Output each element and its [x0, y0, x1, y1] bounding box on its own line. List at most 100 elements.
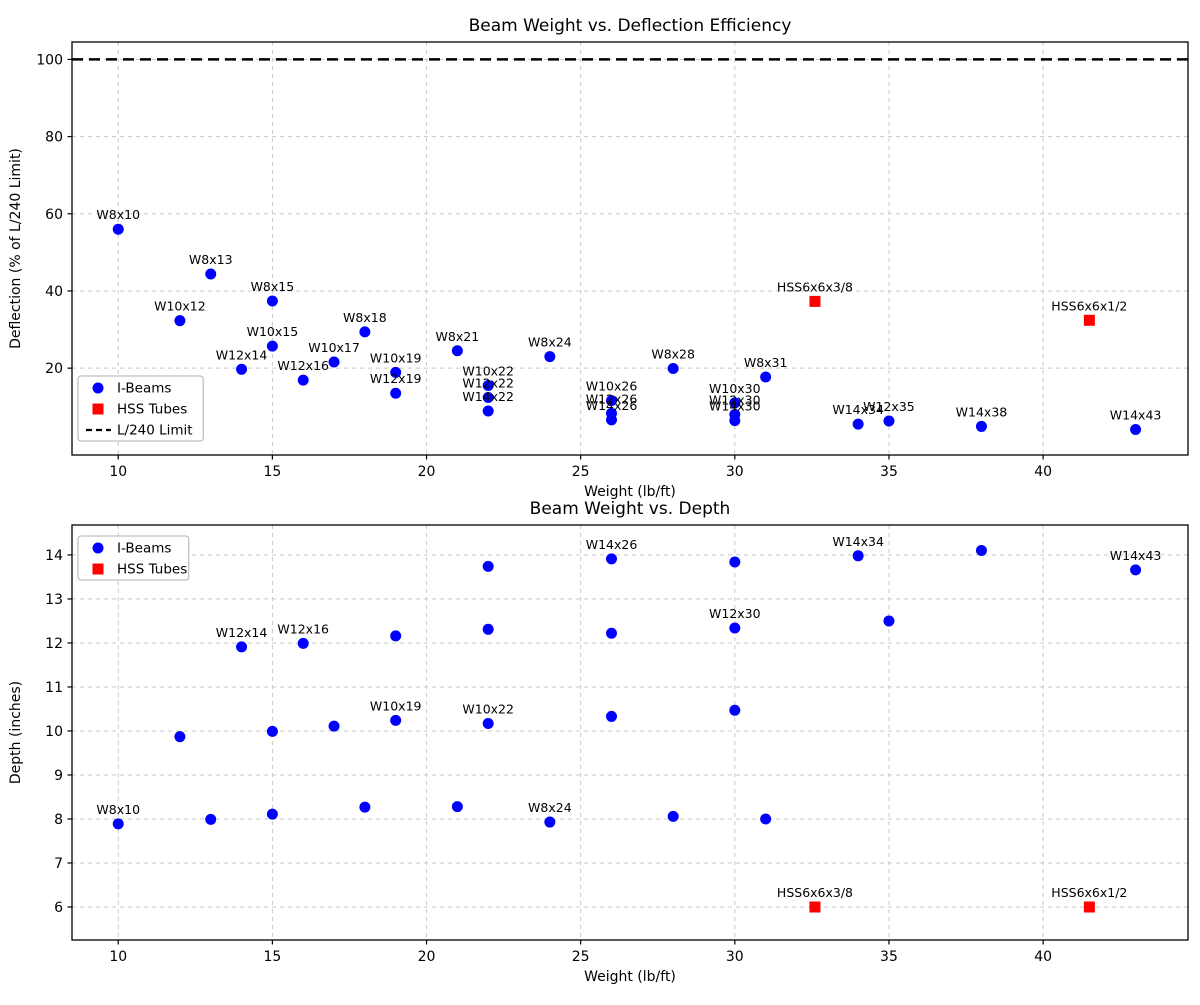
data-point — [1130, 564, 1142, 576]
chart-2: 10 15 20 25 30 35 40 6 7 8 9 10 11 12 13 14 Beam Weight … — [8, 499, 1189, 985]
data-point — [606, 710, 618, 722]
data-point — [266, 725, 278, 737]
y-axis-label: Deflection (% of L/240 Limit) — [8, 148, 24, 349]
data-point — [266, 340, 278, 352]
point-label: HSS6x6x1/2 — [1051, 298, 1127, 313]
legend-marker-square — [92, 403, 104, 415]
series-i-beams: W8x10 W12x14 W12x16 W10x19 W10x22 W8x24 W14x26… — [96, 534, 1161, 830]
data-point — [112, 818, 124, 830]
data-point — [482, 623, 494, 635]
data-point — [883, 615, 895, 627]
data-point — [606, 627, 618, 639]
y-tick-label: 11 — [45, 680, 63, 696]
point-label: W8x31 — [744, 355, 788, 370]
x-tick-label: 15 — [263, 464, 281, 480]
y-tick-label: 40 — [45, 284, 63, 300]
y-tick-label: 9 — [54, 768, 63, 784]
x-tick-label: 25 — [572, 464, 590, 480]
x-tick-label: 15 — [263, 949, 281, 965]
data-point — [760, 371, 772, 383]
point-label: W8x10 — [96, 207, 140, 222]
legend: I-Beams HSS Tubes L/240 Limit — [77, 375, 204, 442]
point-label: W12x14 — [216, 347, 268, 362]
point-label: W10x19 — [370, 350, 422, 365]
point-label: W12x16 — [277, 358, 329, 373]
grid — [72, 525, 1188, 940]
data-point — [236, 641, 248, 653]
y-tick-label: 14 — [45, 548, 63, 564]
legend-label: I-Beams — [117, 541, 171, 557]
data-point — [451, 345, 463, 357]
data-point — [667, 363, 679, 375]
point-label: W12x26 — [586, 391, 638, 406]
y-tick-label: 6 — [54, 900, 63, 916]
y-axis-label: Depth (inches) — [8, 681, 24, 784]
point-label: W14x26 — [586, 398, 638, 413]
data-point — [297, 637, 309, 649]
data-point — [359, 326, 371, 338]
legend-label: HSS Tubes — [117, 562, 187, 578]
data-point — [729, 622, 741, 634]
point-label: W8x10 — [96, 802, 140, 817]
x-tick-label: 40 — [1034, 949, 1052, 965]
point-label: HSS6x6x3/8 — [777, 279, 853, 294]
x-tick-label: 10 — [109, 949, 127, 965]
point-label: W14x26 — [586, 537, 638, 552]
point-label: W10x15 — [247, 324, 299, 339]
x-tick-label: 30 — [726, 464, 744, 480]
y-tick-label: 60 — [45, 207, 63, 223]
data-point — [667, 810, 679, 822]
data-point — [390, 387, 402, 399]
y-tick-label: 100 — [36, 52, 63, 68]
point-label: W12x30 — [709, 606, 761, 621]
data-point — [451, 801, 463, 813]
data-point — [112, 223, 124, 235]
data-point — [482, 391, 494, 403]
data-point — [205, 268, 217, 280]
chart-1: 10 15 20 25 30 35 40 20 40 60 80 100 Beam Weight vs.… — [8, 16, 1189, 500]
data-point — [174, 731, 186, 743]
point-label: W10x26 — [586, 379, 638, 394]
data-point — [852, 550, 864, 562]
data-point — [544, 816, 556, 828]
point-label: W10x22 — [462, 364, 514, 379]
point-label: W10x12 — [154, 299, 206, 314]
data-point — [1083, 901, 1095, 913]
y-tick-label: 12 — [45, 636, 63, 652]
point-label: W14x30 — [709, 399, 761, 414]
data-point — [482, 717, 494, 729]
x-tick-label: 35 — [880, 949, 898, 965]
x-tick-label: 40 — [1034, 464, 1052, 480]
point-label: W8x24 — [528, 800, 572, 815]
y-tick-label: 80 — [45, 130, 63, 146]
series-i-beams: W8x10 W10x12 W8x13 W12x14 W8x15 W10x15 W12x16 W… — [96, 207, 1161, 436]
x-tick-label: 10 — [109, 464, 127, 480]
y-tick-label: 10 — [45, 724, 63, 740]
x-axis-label: Weight (lb/ft) — [584, 484, 676, 500]
point-label: HSS6x6x3/8 — [777, 885, 853, 900]
x-tick-label: 20 — [418, 949, 436, 965]
chart-title: Beam Weight vs. Deflection Efficiency — [469, 16, 792, 36]
point-label: W10x17 — [308, 340, 360, 355]
point-label: W14x34 — [832, 534, 884, 549]
point-label: W10x22 — [462, 701, 514, 716]
point-label: W8x28 — [651, 347, 695, 362]
data-point — [975, 545, 987, 557]
data-point — [297, 374, 309, 386]
legend-marker-circle — [92, 382, 104, 394]
point-label: W14x38 — [956, 404, 1008, 419]
chart-title: Beam Weight vs. Depth — [530, 499, 731, 519]
point-label: W12x16 — [277, 621, 329, 636]
point-label: W12x30 — [709, 392, 761, 407]
y-tick-label: 20 — [45, 361, 63, 377]
data-point — [1083, 314, 1095, 326]
series-hss-tubes: HSS6x6x3/8 HSS6x6x1/2 — [777, 279, 1127, 326]
data-point — [729, 704, 741, 716]
legend: I-Beams HSS Tubes — [77, 535, 190, 581]
point-label: W12x14 — [216, 625, 268, 640]
point-label: W8x24 — [528, 335, 572, 350]
legend-box — [77, 535, 190, 581]
legend-marker-circle — [92, 542, 104, 554]
